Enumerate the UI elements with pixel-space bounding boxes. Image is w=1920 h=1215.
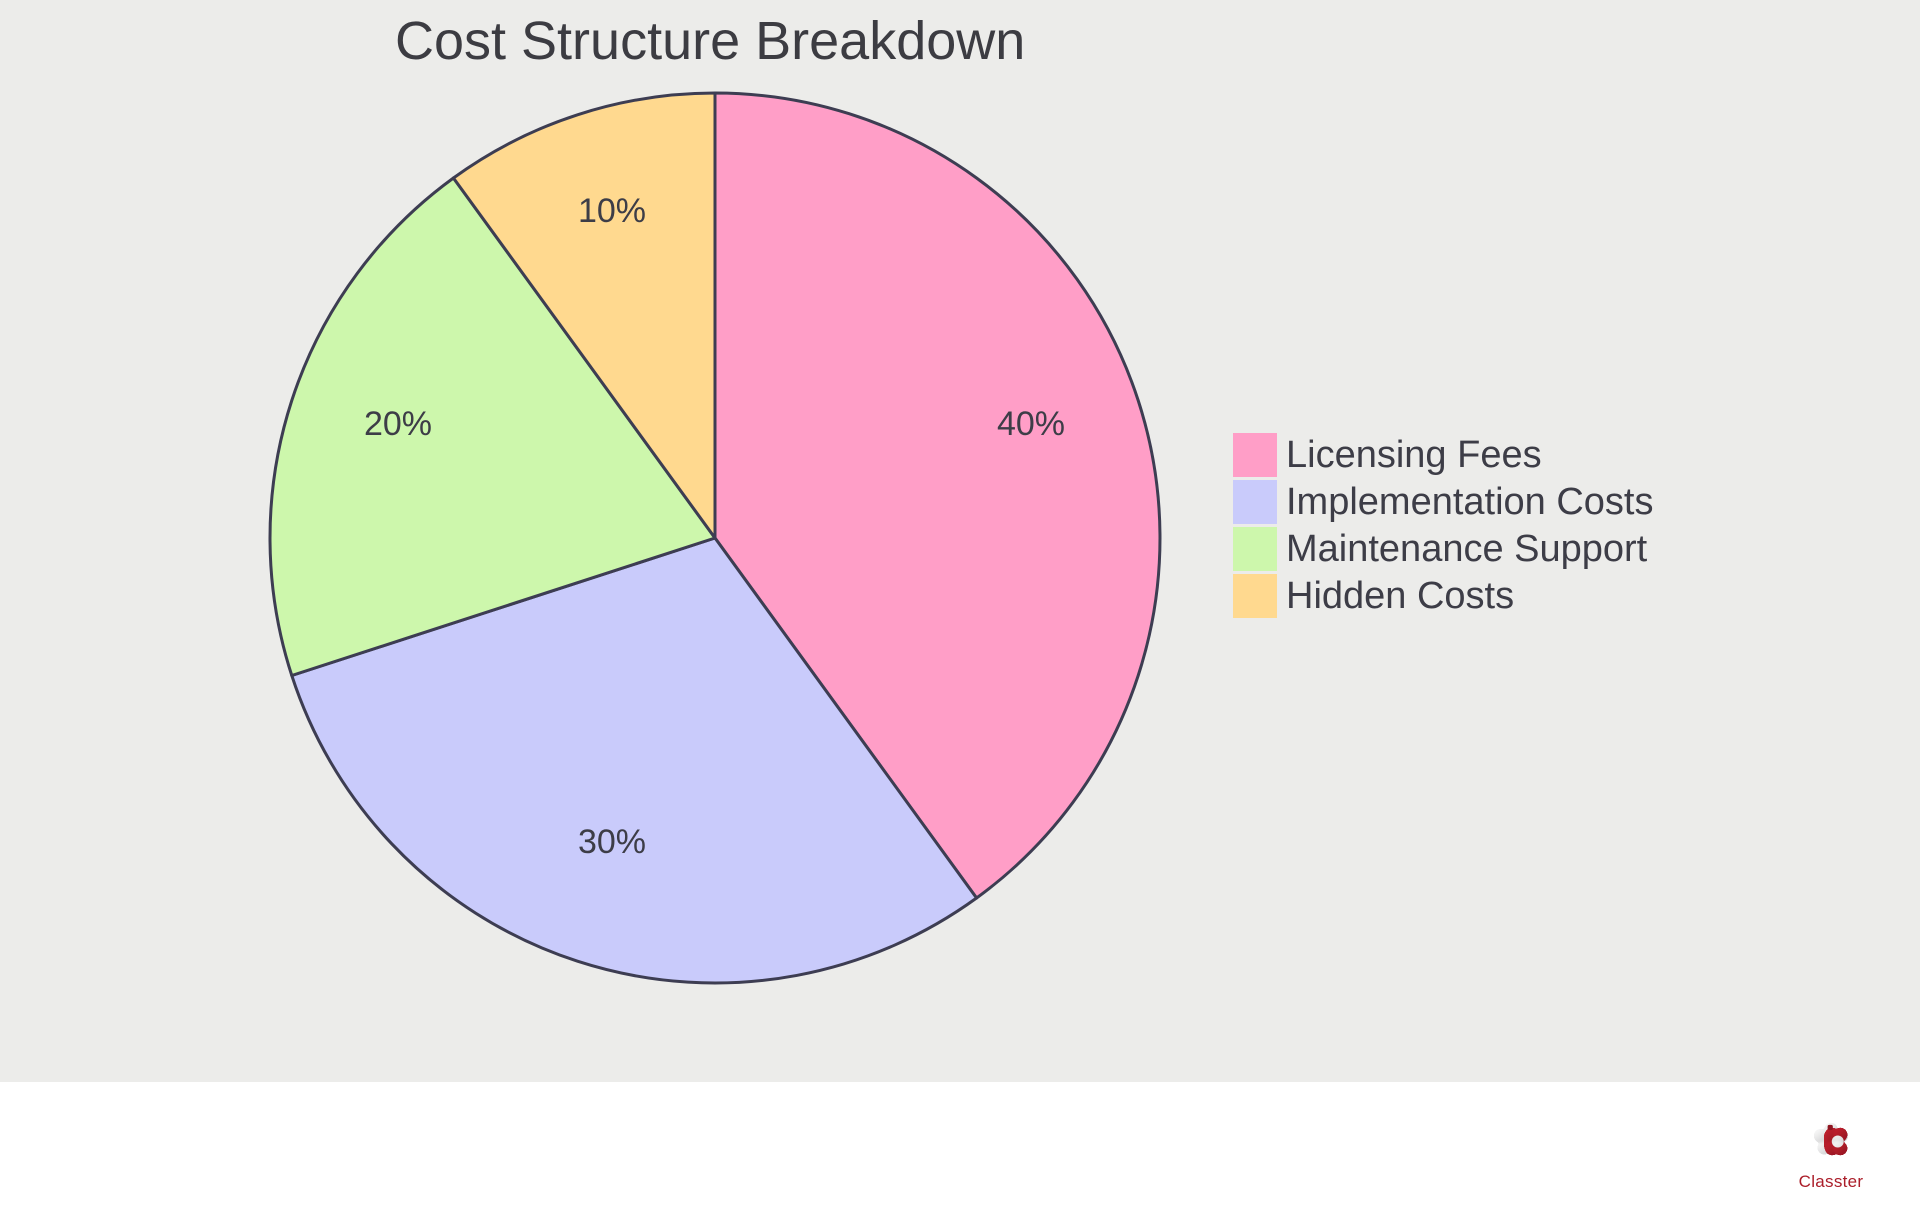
svg-text:30%: 30%: [578, 823, 646, 861]
svg-text:40%: 40%: [997, 405, 1065, 443]
svg-text:10%: 10%: [578, 192, 646, 230]
svg-text:20%: 20%: [364, 405, 432, 443]
